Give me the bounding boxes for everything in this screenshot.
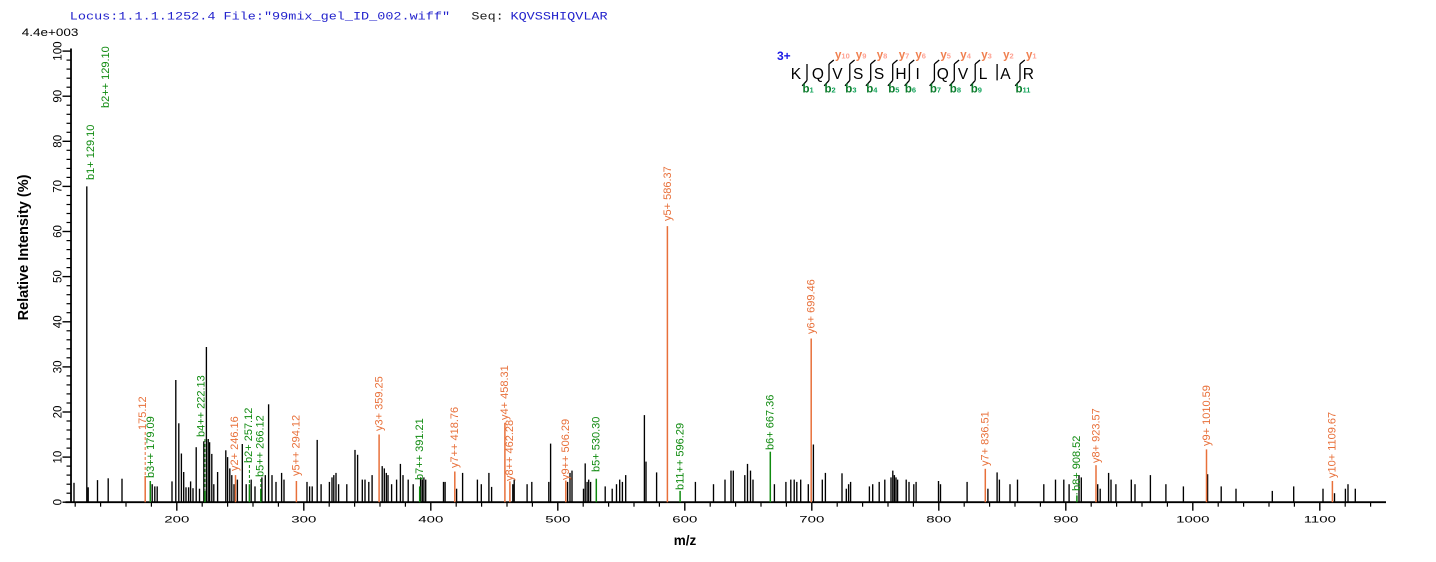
svg-text:b2+ 257.12: b2+ 257.12 bbox=[243, 408, 255, 463]
svg-text:y9: y9 bbox=[856, 50, 867, 62]
svg-text:b9: b9 bbox=[971, 84, 982, 96]
svg-text:H: H bbox=[895, 66, 906, 83]
svg-text:60: 60 bbox=[53, 225, 65, 238]
svg-text:y8: y8 bbox=[877, 50, 888, 62]
svg-text:K: K bbox=[791, 66, 802, 83]
svg-text:y8+ 923.57: y8+ 923.57 bbox=[1090, 408, 1102, 463]
svg-text:600: 600 bbox=[672, 514, 697, 524]
svg-text:b1: b1 bbox=[803, 84, 814, 96]
svg-text:1000: 1000 bbox=[1176, 514, 1209, 524]
svg-text:175.12: 175.12 bbox=[137, 396, 149, 430]
svg-text:90: 90 bbox=[53, 90, 65, 103]
svg-text:80: 80 bbox=[53, 135, 65, 148]
svg-text:500: 500 bbox=[545, 514, 570, 524]
svg-text:b5+ 530.30: b5+ 530.30 bbox=[591, 417, 603, 472]
svg-text:y4+ 458.31: y4+ 458.31 bbox=[499, 365, 511, 420]
svg-text:b8: b8 bbox=[950, 84, 961, 96]
svg-text:b4: b4 bbox=[866, 84, 878, 96]
svg-text:3+: 3+ bbox=[777, 49, 791, 63]
svg-text:70: 70 bbox=[53, 180, 65, 193]
svg-text:b11++ 596.29: b11++ 596.29 bbox=[674, 423, 686, 490]
svg-text:40: 40 bbox=[53, 315, 65, 328]
svg-text:KQVSSHIQVLAR: KQVSSHIQVLAR bbox=[511, 10, 609, 23]
svg-text:400: 400 bbox=[418, 514, 443, 524]
svg-text:y9+ 1010.59: y9+ 1010.59 bbox=[1201, 385, 1213, 446]
svg-text:y9++ 506.29: y9++ 506.29 bbox=[560, 419, 572, 480]
svg-text:A: A bbox=[1000, 66, 1011, 83]
svg-text:b3: b3 bbox=[845, 84, 856, 96]
svg-text:S: S bbox=[853, 66, 863, 83]
svg-text:b2: b2 bbox=[825, 84, 836, 96]
svg-text:L: L bbox=[979, 66, 988, 83]
svg-text:y7: y7 bbox=[899, 50, 910, 62]
svg-text:y10: y10 bbox=[835, 50, 850, 62]
svg-text:Q: Q bbox=[812, 66, 824, 83]
svg-text:y2+ 246.16: y2+ 246.16 bbox=[229, 416, 241, 471]
svg-text:20: 20 bbox=[53, 406, 65, 419]
svg-text:b2++ 129.10: b2++ 129.10 bbox=[100, 46, 112, 108]
svg-text:y3+ 359.25: y3+ 359.25 bbox=[373, 376, 385, 431]
svg-text:b3++ 179.09: b3++ 179.09 bbox=[145, 416, 157, 478]
svg-text:b11: b11 bbox=[1016, 84, 1031, 96]
svg-text:b1+ 129.10: b1+ 129.10 bbox=[85, 125, 97, 180]
svg-text:b5: b5 bbox=[888, 84, 899, 96]
svg-text:y6: y6 bbox=[915, 50, 926, 62]
svg-text:R: R bbox=[1023, 66, 1034, 83]
svg-text:30: 30 bbox=[53, 361, 65, 374]
svg-text:b5++ 266.12: b5++ 266.12 bbox=[255, 415, 267, 477]
svg-text:0: 0 bbox=[53, 499, 65, 505]
svg-text:y8++ 462.28: y8++ 462.28 bbox=[504, 420, 516, 481]
svg-text:I: I bbox=[916, 66, 920, 83]
svg-text:Seq:: Seq: bbox=[471, 10, 503, 23]
svg-text:y4: y4 bbox=[960, 50, 971, 62]
svg-text:b7++ 391.21: b7++ 391.21 bbox=[414, 418, 426, 480]
svg-text:100: 100 bbox=[53, 42, 65, 61]
svg-text:b6: b6 bbox=[905, 84, 916, 96]
svg-text:10: 10 bbox=[53, 451, 65, 464]
svg-text:1100: 1100 bbox=[1304, 514, 1336, 524]
svg-text:y5+ 586.37: y5+ 586.37 bbox=[662, 166, 674, 221]
svg-text:Q: Q bbox=[937, 66, 949, 83]
svg-text:Locus:1.1.1.1252.4 File:"99mix: Locus:1.1.1.1252.4 File:"99mix_gel_ID_00… bbox=[70, 10, 450, 23]
svg-text:b7: b7 bbox=[930, 84, 941, 96]
svg-text:50: 50 bbox=[53, 270, 65, 283]
svg-text:800: 800 bbox=[926, 514, 951, 524]
svg-text:b8+ 908.52: b8+ 908.52 bbox=[1071, 436, 1083, 491]
svg-text:300: 300 bbox=[291, 514, 316, 524]
svg-text:y3: y3 bbox=[981, 50, 992, 62]
svg-text:S: S bbox=[874, 66, 884, 83]
svg-text:V: V bbox=[958, 66, 969, 83]
svg-text:b4++ 222.13: b4++ 222.13 bbox=[196, 375, 208, 437]
svg-text:Relative Intensity (%): Relative Intensity (%) bbox=[16, 174, 32, 320]
svg-text:4.4e+003: 4.4e+003 bbox=[22, 26, 79, 38]
svg-text:m/z: m/z bbox=[674, 533, 697, 548]
svg-text:y6+ 699.46: y6+ 699.46 bbox=[806, 279, 818, 334]
svg-text:b6+ 667.36: b6+ 667.36 bbox=[765, 395, 777, 450]
svg-text:y5: y5 bbox=[940, 50, 951, 62]
svg-text:900: 900 bbox=[1053, 514, 1078, 524]
svg-text:y7+ 836.51: y7+ 836.51 bbox=[980, 411, 992, 466]
svg-text:200: 200 bbox=[164, 514, 189, 524]
svg-text:y2: y2 bbox=[1003, 50, 1014, 62]
svg-text:V: V bbox=[832, 66, 843, 83]
svg-text:y10+ 1109.67: y10+ 1109.67 bbox=[1327, 412, 1339, 478]
svg-text:y1: y1 bbox=[1026, 50, 1037, 62]
svg-text:700: 700 bbox=[799, 514, 824, 524]
svg-text:y5++ 294.12: y5++ 294.12 bbox=[290, 415, 302, 476]
svg-text:y7++ 418.76: y7++ 418.76 bbox=[449, 407, 461, 468]
